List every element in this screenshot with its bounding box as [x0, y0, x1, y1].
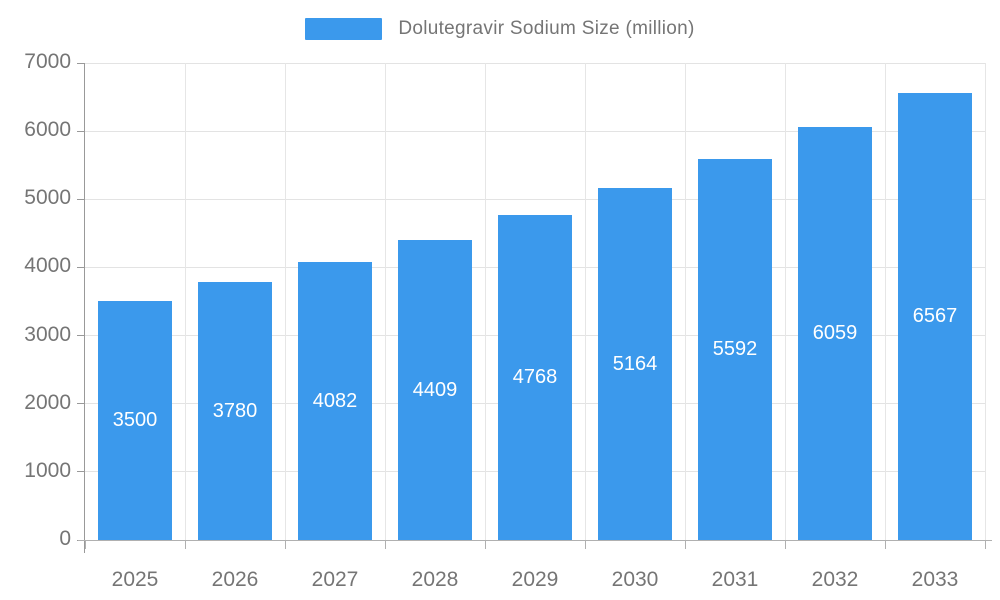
- y-axis-tick-label: 6000: [24, 118, 71, 142]
- gridline-vertical: [884, 63, 886, 540]
- bar-2031: 5592: [698, 159, 772, 540]
- gridline-vertical: [584, 63, 586, 540]
- bar-2027: 4082: [298, 262, 372, 540]
- y-axis-tick: [77, 403, 84, 405]
- bar-value-label: 5592: [712, 338, 758, 360]
- bar-value-label: 3500: [112, 409, 158, 431]
- bar-2030: 5164: [598, 188, 672, 540]
- x-axis-category-label: 2027: [311, 568, 359, 591]
- x-axis-tick: [984, 541, 986, 549]
- gridline-horizontal: [85, 130, 985, 132]
- y-axis-tick: [77, 335, 84, 337]
- y-axis-tick-label: 7000: [24, 50, 71, 73]
- y-axis-tick: [77, 266, 84, 268]
- y-axis-tick-label: 4000: [24, 254, 71, 278]
- bar-value-label: 6567: [912, 305, 958, 327]
- x-axis-category-label: 2025: [111, 568, 159, 591]
- bar-value-label: 4409: [412, 378, 458, 401]
- legend-color-swatch: [305, 18, 383, 40]
- bar-value-label: 6059: [812, 322, 858, 344]
- x-axis-tick: [684, 541, 686, 549]
- x-axis-category-label: 2026: [211, 568, 259, 591]
- x-axis-line: [78, 540, 992, 541]
- gridline-vertical: [984, 63, 986, 540]
- bar-2029: 4768: [498, 215, 572, 540]
- bar-2028: 4409: [398, 240, 472, 540]
- x-axis-category-label: 2031: [711, 568, 759, 591]
- x-axis-tick: [184, 541, 186, 549]
- y-axis-tick-label: 5000: [24, 186, 71, 210]
- y-axis-tick-label: 0: [59, 527, 71, 550]
- x-axis-category-label: 2030: [611, 568, 659, 591]
- gridline-vertical: [284, 63, 286, 540]
- x-axis-tick: [84, 541, 86, 549]
- x-axis-category-label: 2032: [811, 568, 859, 591]
- plot-area: 0 1000 2000 3000 4000 5000 6000 7000 3500 2025 378…: [24, 50, 992, 591]
- x-axis-tick: [484, 541, 486, 549]
- y-axis-tick-label: 2000: [24, 390, 71, 414]
- bar-2026: 3780: [198, 282, 272, 540]
- gridline-vertical: [484, 63, 486, 540]
- y-axis-tick: [77, 198, 84, 200]
- y-axis-tick: [77, 471, 84, 473]
- bar-2032: 6059: [798, 127, 872, 540]
- gridline-horizontal: [85, 198, 985, 200]
- x-axis-tick: [284, 541, 286, 549]
- legend-series-label: Dolutegravir Sodium Size (million): [398, 18, 695, 39]
- x-axis-category-label: 2028: [411, 568, 459, 591]
- x-axis-tick: [784, 541, 786, 549]
- bar-value-label: 3780: [212, 399, 258, 422]
- chart-legend[interactable]: Dolutegravir Sodium Size (million): [0, 18, 1000, 40]
- bar-value-label: 4768: [512, 366, 558, 388]
- gridline-vertical: [184, 63, 186, 540]
- bar-2025: 3500: [98, 301, 172, 540]
- bar-value-label: 4082: [312, 389, 358, 412]
- y-axis-tick: [77, 130, 84, 132]
- gridline-vertical: [784, 63, 786, 540]
- x-axis-tick: [884, 541, 886, 549]
- bar-value-label: 5164: [612, 352, 658, 375]
- gridline-vertical: [684, 63, 686, 540]
- y-axis-line: [84, 63, 85, 553]
- gridline-vertical: [384, 63, 386, 540]
- y-axis-tick-label: 1000: [24, 458, 71, 482]
- y-axis-tick: [77, 62, 84, 64]
- x-axis-category-label: 2029: [511, 568, 559, 591]
- gridline-horizontal: [85, 62, 985, 64]
- x-axis-category-label: 2033: [911, 568, 959, 591]
- y-axis-tick-label: 3000: [24, 322, 71, 346]
- x-axis-tick: [584, 541, 586, 549]
- bar-2033: 6567: [898, 93, 972, 540]
- x-axis-tick: [384, 541, 386, 549]
